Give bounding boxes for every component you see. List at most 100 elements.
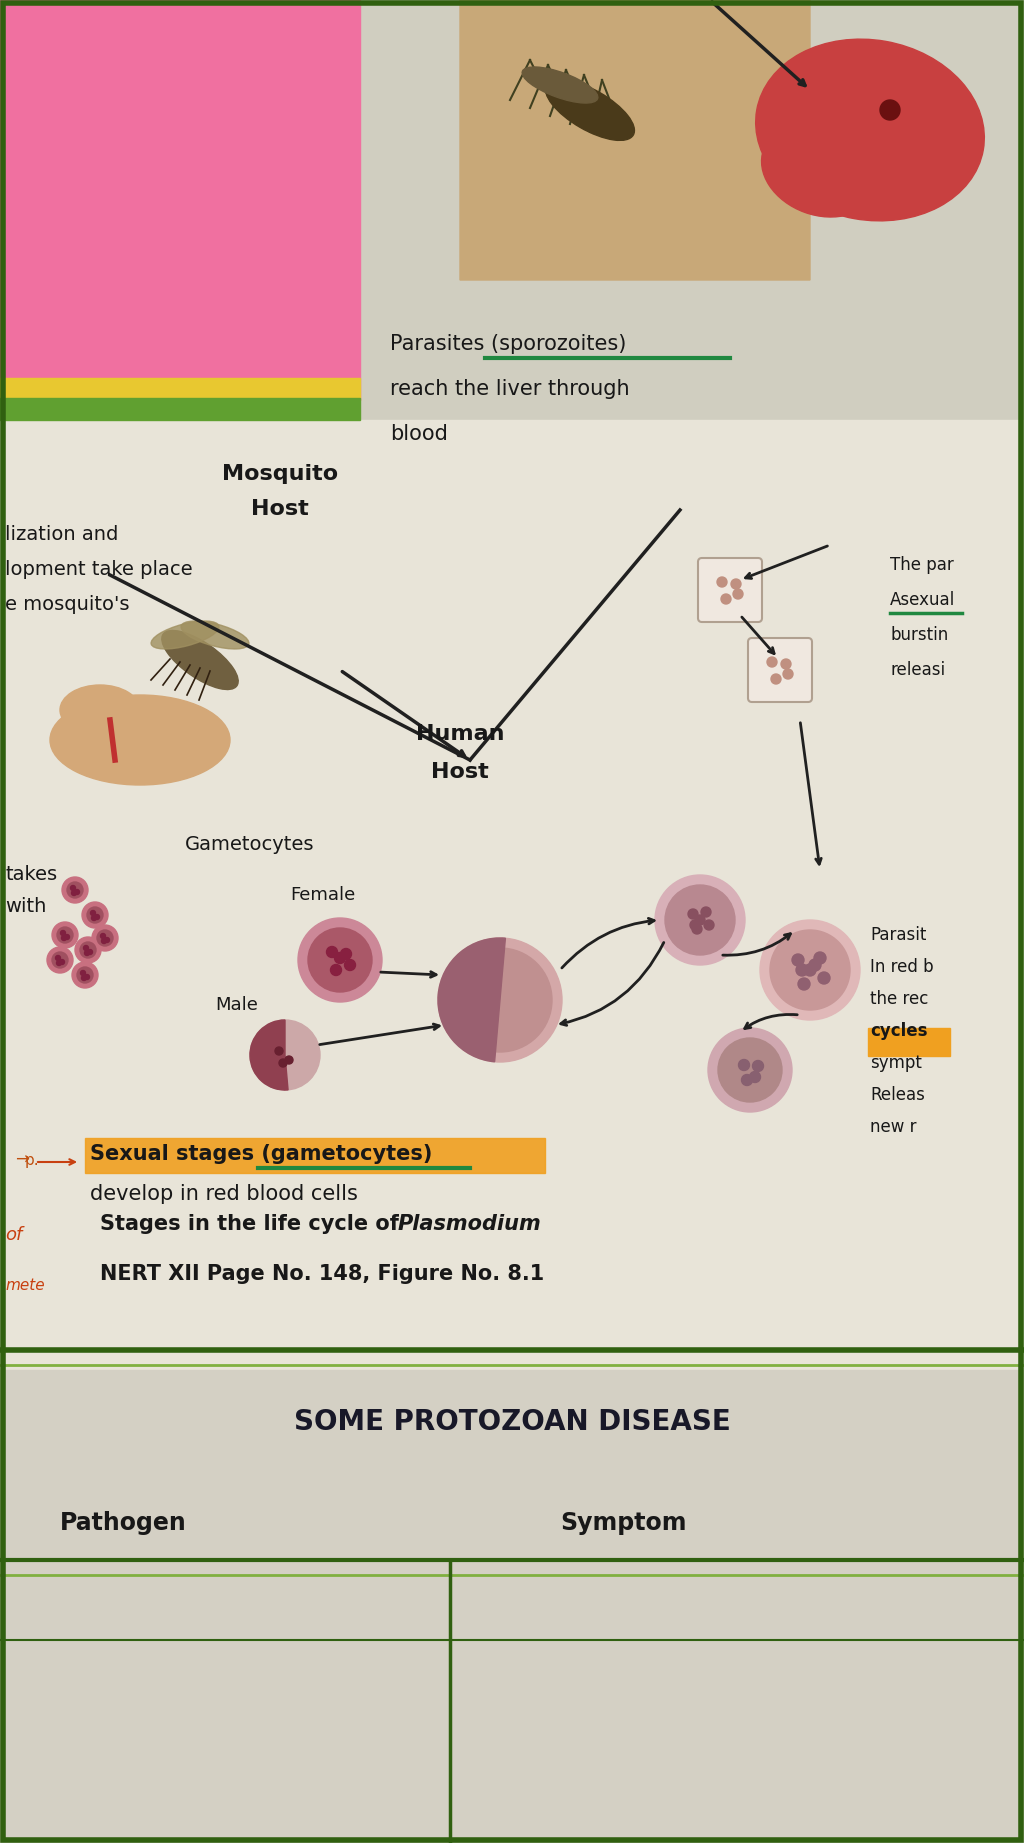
Text: The par: The par [890,557,953,573]
Circle shape [690,920,700,931]
Text: Human: Human [416,724,504,745]
Circle shape [792,955,804,966]
Circle shape [717,577,727,588]
Circle shape [84,945,88,951]
Circle shape [665,885,735,955]
Circle shape [771,675,781,684]
Circle shape [809,958,821,971]
Bar [0,378,360,400]
Text: with: with [5,898,46,916]
FancyBboxPatch shape [698,558,762,621]
Circle shape [695,914,705,925]
Circle shape [308,929,372,992]
Circle shape [59,960,65,964]
Circle shape [804,964,816,977]
Text: Sexual stages (gametocytes): Sexual stages (gametocytes) [90,1145,432,1165]
Text: →: → [15,1152,29,1168]
Bar [0,420,1024,1843]
Text: mete: mete [5,1277,45,1294]
Circle shape [760,920,860,1019]
Circle shape [705,920,714,931]
Circle shape [738,1060,750,1071]
Circle shape [688,909,698,920]
Circle shape [85,975,89,979]
Text: cycles: cycles [870,1023,928,1039]
FancyBboxPatch shape [460,0,810,280]
Ellipse shape [522,66,598,103]
Bar [0,1369,1024,1843]
Circle shape [87,907,103,923]
Circle shape [71,885,76,890]
Circle shape [90,910,95,916]
Circle shape [701,907,711,918]
Text: lopment take place: lopment take place [5,560,193,579]
Circle shape [60,931,66,936]
Text: SOME PROTOZOAN DISEASE: SOME PROTOZOAN DISEASE [294,1408,730,1436]
Circle shape [731,579,741,590]
Circle shape [92,925,118,951]
Circle shape [275,1047,283,1054]
Ellipse shape [152,621,219,649]
Circle shape [77,968,93,982]
Circle shape [692,923,702,934]
Text: Gametocytes: Gametocytes [185,835,314,853]
Ellipse shape [546,79,635,140]
Text: Male: Male [215,995,258,1014]
Circle shape [741,1074,753,1086]
Circle shape [285,1056,293,1063]
Text: Symptom: Symptom [560,1511,686,1535]
Circle shape [67,883,83,898]
Circle shape [47,947,73,973]
Circle shape [65,934,70,940]
Ellipse shape [50,695,230,785]
Circle shape [62,877,88,903]
Circle shape [818,971,830,984]
Circle shape [82,975,86,980]
Circle shape [101,938,106,944]
Circle shape [56,960,61,966]
Circle shape [335,953,345,964]
Bar [85,1137,545,1172]
Ellipse shape [60,686,140,735]
Text: new r: new r [870,1119,916,1135]
Circle shape [770,931,850,1010]
Text: Mosquito: Mosquito [222,464,338,485]
Circle shape [341,949,351,960]
Circle shape [87,949,92,955]
Bar [0,398,360,420]
Circle shape [796,964,808,977]
Circle shape [104,938,110,942]
Circle shape [718,1038,782,1102]
Circle shape [331,964,341,975]
Circle shape [767,656,777,667]
Circle shape [783,669,793,678]
Text: Female: Female [290,886,355,905]
Circle shape [94,914,99,920]
Text: e mosquito's: e mosquito's [5,595,129,614]
Text: Host: Host [251,499,309,520]
Circle shape [449,947,552,1052]
Text: Parasit: Parasit [870,925,927,944]
Circle shape [55,955,60,960]
Bar [868,1028,950,1056]
Text: Asexual: Asexual [890,592,955,608]
Text: Stages in the life cycle of: Stages in the life cycle of [100,1215,407,1235]
Circle shape [655,875,745,966]
Text: takes: takes [5,864,57,885]
Ellipse shape [756,39,984,221]
Ellipse shape [162,630,239,689]
Text: burstin: burstin [890,627,948,643]
Circle shape [61,936,67,940]
Circle shape [438,938,562,1062]
Text: NERT XII Page No. 148, Figure No. 8.1: NERT XII Page No. 148, Figure No. 8.1 [100,1264,544,1285]
Circle shape [72,962,98,988]
Circle shape [85,951,89,955]
Text: Pathogen: Pathogen [60,1511,186,1535]
Text: Host: Host [431,761,488,781]
Circle shape [880,100,900,120]
Circle shape [57,927,73,944]
Circle shape [327,947,338,958]
Text: sympt: sympt [870,1054,922,1073]
Circle shape [279,1060,287,1067]
Text: Plasmodium: Plasmodium [398,1215,542,1235]
